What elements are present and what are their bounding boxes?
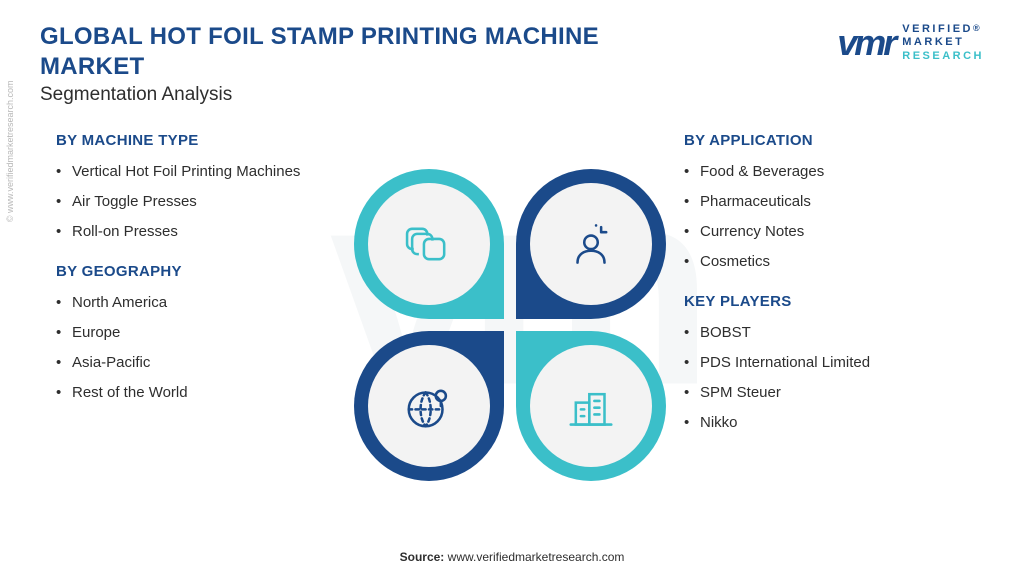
petal-application [516, 169, 666, 319]
building-icon [564, 379, 618, 433]
section-geography: BY GEOGRAPHY North America Europe Asia-P… [56, 263, 336, 408]
list-item: Roll-on Presses [56, 217, 336, 247]
section-title: BY MACHINE TYPE [56, 132, 336, 149]
petals [350, 165, 670, 485]
stack-icon [402, 217, 456, 271]
section-title: BY APPLICATION [684, 132, 984, 149]
logo-mark: vmr [837, 22, 894, 64]
list-item: Nikko [684, 408, 984, 438]
list-item: BOBST [684, 318, 984, 348]
list-item: Rest of the World [56, 378, 336, 408]
header: GLOBAL HOT FOIL STAMP PRINTING MACHINE M… [0, 0, 1024, 106]
section-application: BY APPLICATION Food & Beverages Pharmace… [684, 132, 984, 277]
section-key-players: KEY PLAYERS BOBST PDS International Limi… [684, 293, 984, 438]
page-subtitle: Segmentation Analysis [40, 84, 660, 106]
logo-text: VERIFIED® MARKET RESEARCH [902, 23, 984, 63]
person-icon [564, 217, 618, 271]
list: North America Europe Asia-Pacific Rest o… [56, 288, 336, 408]
list-item: Vertical Hot Foil Printing Machines [56, 157, 336, 187]
petal-geography [354, 331, 504, 481]
title-block: GLOBAL HOT FOIL STAMP PRINTING MACHINE M… [40, 22, 660, 106]
list: Vertical Hot Foil Printing Machines Air … [56, 157, 336, 247]
footer: Source: www.verifiedmarketresearch.com [0, 550, 1024, 564]
list-item: Pharmaceuticals [684, 187, 984, 217]
list-item: Europe [56, 318, 336, 348]
list-item: Food & Beverages [684, 157, 984, 187]
center-diagram [336, 124, 684, 526]
left-column: BY MACHINE TYPE Vertical Hot Foil Printi… [56, 124, 336, 526]
petal-key-players [516, 331, 666, 481]
list-item: PDS International Limited [684, 348, 984, 378]
source-label: Source: [400, 550, 445, 564]
section-machine-type: BY MACHINE TYPE Vertical Hot Foil Printi… [56, 132, 336, 247]
list-item: SPM Steuer [684, 378, 984, 408]
content: BY MACHINE TYPE Vertical Hot Foil Printi… [0, 106, 1024, 526]
source-url: www.verifiedmarketresearch.com [448, 550, 625, 564]
section-title: BY GEOGRAPHY [56, 263, 336, 280]
right-column: BY APPLICATION Food & Beverages Pharmace… [684, 124, 984, 526]
globe-icon [402, 379, 456, 433]
petal-machine-type [354, 169, 504, 319]
brand-logo: vmr VERIFIED® MARKET RESEARCH [837, 22, 984, 64]
list-item: Asia-Pacific [56, 348, 336, 378]
list: BOBST PDS International Limited SPM Steu… [684, 318, 984, 438]
list-item: Air Toggle Presses [56, 187, 336, 217]
section-title: KEY PLAYERS [684, 293, 984, 310]
list-item: North America [56, 288, 336, 318]
list-item: Cosmetics [684, 247, 984, 277]
page-title: GLOBAL HOT FOIL STAMP PRINTING MACHINE M… [40, 22, 660, 82]
list: Food & Beverages Pharmaceuticals Currenc… [684, 157, 984, 277]
list-item: Currency Notes [684, 217, 984, 247]
